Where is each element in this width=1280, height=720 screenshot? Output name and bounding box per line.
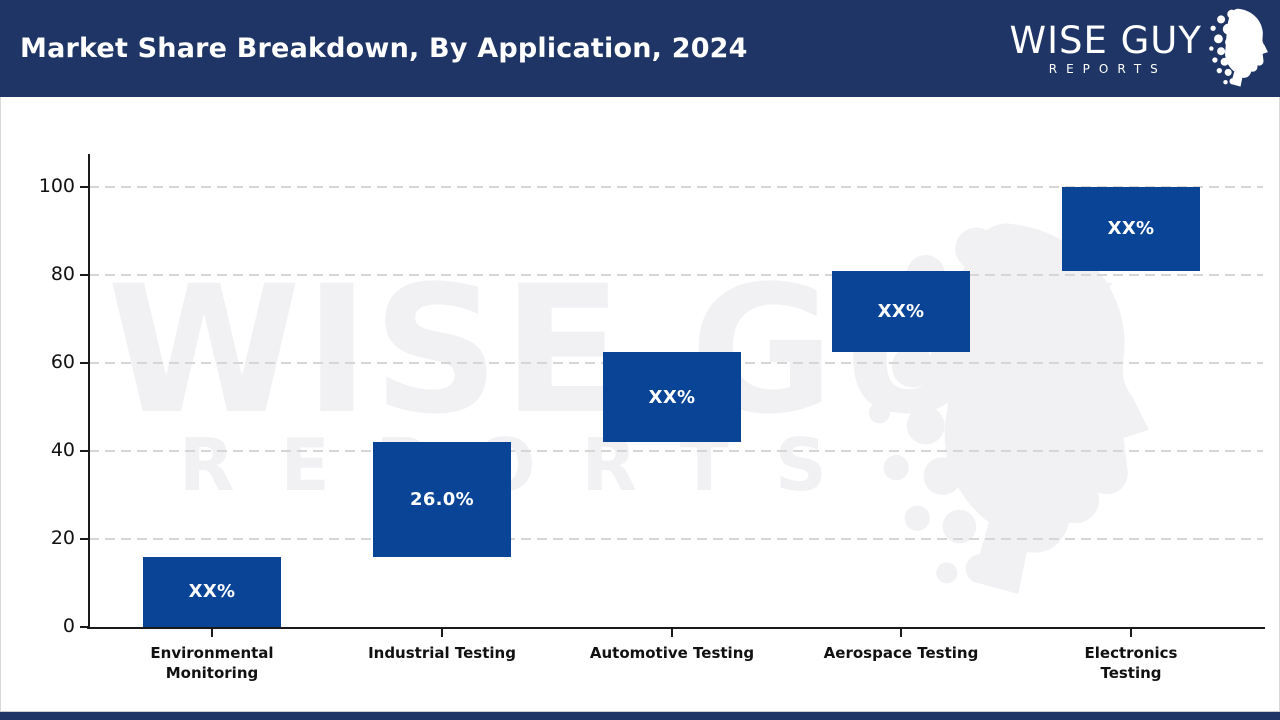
x-axis-label: Aerospace Testing bbox=[781, 643, 1021, 663]
gridline bbox=[89, 538, 1263, 540]
x-axis-label-line: Electronics bbox=[1084, 644, 1178, 662]
brand-name: WISE GUY bbox=[1009, 19, 1202, 62]
watermark-brand-subname: REPORTS bbox=[179, 423, 873, 507]
x-axis-tick bbox=[671, 629, 673, 637]
waterfall-bar: XX% bbox=[603, 352, 741, 443]
y-axis-line bbox=[88, 154, 90, 629]
x-axis-label-line: Monitoring bbox=[165, 664, 259, 682]
bar-value-label: XX% bbox=[188, 581, 236, 603]
gridline bbox=[89, 274, 1263, 276]
bar-value-label: 26.0% bbox=[410, 488, 474, 510]
y-axis-tick bbox=[80, 186, 89, 188]
x-axis-label: Automotive Testing bbox=[552, 643, 792, 663]
waterfall-bar: XX% bbox=[143, 556, 281, 627]
x-axis-line bbox=[87, 627, 1265, 629]
gridline bbox=[89, 450, 1263, 452]
x-axis-tick bbox=[211, 629, 213, 637]
bar-value-label: XX% bbox=[1107, 218, 1155, 240]
y-axis-tick bbox=[80, 450, 89, 452]
x-axis-label: Environmental Monitoring bbox=[92, 643, 332, 683]
x-axis-label-line: Industrial Testing bbox=[368, 644, 516, 662]
brand-logo-text: WISE GUY REPORTS bbox=[1010, 22, 1202, 76]
x-axis-label-line: Automotive Testing bbox=[589, 644, 755, 662]
x-axis-label: Electronics Testing bbox=[1011, 643, 1251, 683]
x-axis-label-line: Aerospace Testing bbox=[823, 644, 979, 662]
brand-subname: REPORTS bbox=[1048, 62, 1167, 76]
bar-value-label: XX% bbox=[648, 386, 696, 408]
y-axis-tick bbox=[80, 626, 89, 628]
y-axis-tick-label: 80 bbox=[50, 263, 75, 285]
waterfall-bar: XX% bbox=[832, 270, 970, 352]
x-axis-tick bbox=[441, 629, 443, 637]
header-bar: Market Share Breakdown, By Application, … bbox=[0, 0, 1280, 97]
page-title: Market Share Breakdown, By Application, … bbox=[20, 33, 748, 64]
x-axis-label: Industrial Testing bbox=[322, 643, 562, 663]
bar-value-label: XX% bbox=[877, 300, 925, 322]
y-axis-tick-label: 0 bbox=[62, 615, 75, 637]
y-axis-tick bbox=[80, 362, 89, 364]
x-axis-tick bbox=[900, 629, 902, 637]
brand-logo: WISE GUY REPORTS bbox=[1010, 6, 1268, 92]
chart-panel: WISE GUY REPORTS 0 20 40 60 80 100 XX% 26.0% XX%… bbox=[0, 97, 1280, 712]
footer-bar bbox=[0, 712, 1280, 720]
waterfall-bar: 26.0% bbox=[373, 442, 511, 557]
x-axis-label-line: Environmental bbox=[150, 644, 274, 662]
x-axis-tick bbox=[1130, 629, 1132, 637]
y-axis-tick-label: 100 bbox=[38, 175, 75, 197]
wiseguy-head-icon bbox=[1206, 7, 1268, 91]
x-axis-label-line: Testing bbox=[1100, 664, 1162, 682]
y-axis-tick-label: 60 bbox=[50, 351, 75, 373]
waterfall-bar: XX% bbox=[1062, 187, 1200, 271]
y-axis-tick-label: 40 bbox=[50, 439, 75, 461]
y-axis-tick bbox=[80, 274, 89, 276]
y-axis-tick-label: 20 bbox=[50, 527, 75, 549]
gridline bbox=[89, 186, 1263, 188]
y-axis-tick bbox=[80, 538, 89, 540]
